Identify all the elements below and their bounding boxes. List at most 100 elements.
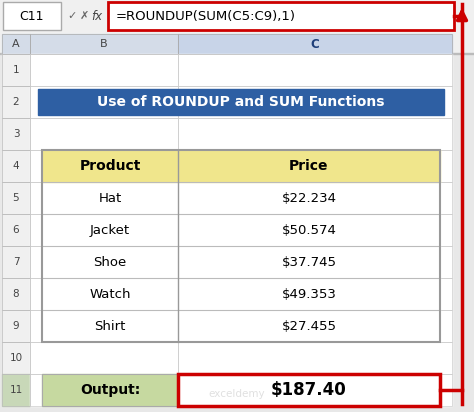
Bar xyxy=(178,278,452,310)
Bar xyxy=(178,118,452,150)
Bar xyxy=(30,54,178,86)
Bar xyxy=(42,150,440,182)
Bar xyxy=(178,246,452,278)
Bar xyxy=(2,246,30,278)
Bar xyxy=(30,278,178,310)
Bar xyxy=(178,182,452,214)
Text: Hat: Hat xyxy=(99,192,122,204)
Bar xyxy=(2,214,30,246)
Text: $49.353: $49.353 xyxy=(282,288,337,300)
Bar xyxy=(30,342,178,374)
Text: $37.745: $37.745 xyxy=(282,255,337,269)
Bar xyxy=(178,150,452,182)
Bar xyxy=(2,246,30,278)
Bar xyxy=(2,182,30,214)
Bar xyxy=(178,374,440,406)
Bar xyxy=(2,118,30,150)
Bar xyxy=(178,34,452,54)
Bar xyxy=(30,118,178,150)
Bar xyxy=(178,374,452,406)
Bar xyxy=(42,374,178,406)
Bar xyxy=(2,86,30,118)
Bar xyxy=(30,86,178,118)
Text: 3: 3 xyxy=(13,129,19,139)
Bar xyxy=(30,34,178,54)
Text: 8: 8 xyxy=(13,289,19,299)
Bar xyxy=(42,374,178,406)
Text: $187.40: $187.40 xyxy=(271,381,347,399)
Text: $22.234: $22.234 xyxy=(282,192,337,204)
Text: Jacket: Jacket xyxy=(90,223,130,236)
Bar xyxy=(178,214,452,246)
Bar xyxy=(30,150,178,182)
Bar xyxy=(30,278,178,310)
Bar xyxy=(2,118,30,150)
Text: B: B xyxy=(100,39,108,49)
Text: Shoe: Shoe xyxy=(93,255,127,269)
Bar xyxy=(178,34,452,54)
Bar xyxy=(30,374,178,406)
Text: =ROUNDUP(SUM(C5:C9),1): =ROUNDUP(SUM(C5:C9),1) xyxy=(116,9,296,23)
Text: $27.455: $27.455 xyxy=(282,319,337,332)
Bar xyxy=(2,278,30,310)
Text: Watch: Watch xyxy=(89,288,131,300)
Text: 7: 7 xyxy=(13,257,19,267)
Bar xyxy=(2,310,30,342)
Bar xyxy=(30,246,178,278)
Bar xyxy=(2,182,30,214)
Bar xyxy=(178,86,452,118)
Bar xyxy=(38,89,444,115)
Bar xyxy=(0,53,474,54)
Bar xyxy=(2,342,30,374)
Bar xyxy=(178,54,452,86)
Bar xyxy=(178,310,452,342)
FancyBboxPatch shape xyxy=(3,2,61,30)
Text: C: C xyxy=(310,37,319,51)
Bar xyxy=(2,342,30,374)
Bar xyxy=(2,86,30,118)
Bar xyxy=(178,310,452,342)
Text: C11: C11 xyxy=(20,9,44,23)
Bar xyxy=(30,54,178,86)
Bar xyxy=(178,182,452,214)
Bar xyxy=(2,310,30,342)
Bar xyxy=(30,374,178,406)
Text: 2: 2 xyxy=(13,97,19,107)
Bar xyxy=(178,214,452,246)
Text: ✗: ✗ xyxy=(79,11,89,21)
Text: Output:: Output: xyxy=(80,383,140,397)
Bar xyxy=(2,34,30,54)
Bar xyxy=(30,150,178,182)
FancyBboxPatch shape xyxy=(108,2,454,30)
Bar xyxy=(178,86,452,118)
Bar xyxy=(2,150,30,182)
Text: ✓: ✓ xyxy=(67,11,77,21)
Bar xyxy=(30,118,178,150)
Bar xyxy=(2,214,30,246)
Bar xyxy=(178,374,452,406)
Bar xyxy=(178,118,452,150)
Bar xyxy=(178,54,452,86)
Bar xyxy=(30,34,178,54)
Text: 5: 5 xyxy=(13,193,19,203)
Text: fx: fx xyxy=(91,9,102,23)
Bar xyxy=(30,310,178,342)
Bar xyxy=(2,374,30,406)
Bar xyxy=(2,54,30,86)
Bar xyxy=(178,374,440,406)
Bar xyxy=(30,182,178,214)
Text: 1: 1 xyxy=(13,65,19,75)
Text: Price: Price xyxy=(289,159,329,173)
Bar xyxy=(2,34,30,54)
Bar xyxy=(42,150,440,342)
Bar xyxy=(30,342,178,374)
Text: Use of ROUNDUP and SUM Functions: Use of ROUNDUP and SUM Functions xyxy=(97,95,385,109)
Bar xyxy=(178,342,452,374)
Text: 6: 6 xyxy=(13,225,19,235)
Bar xyxy=(30,310,178,342)
Text: 11: 11 xyxy=(9,385,23,395)
Bar xyxy=(0,0,474,54)
Text: $50.574: $50.574 xyxy=(282,223,337,236)
Text: 10: 10 xyxy=(9,353,23,363)
Text: A: A xyxy=(12,39,20,49)
